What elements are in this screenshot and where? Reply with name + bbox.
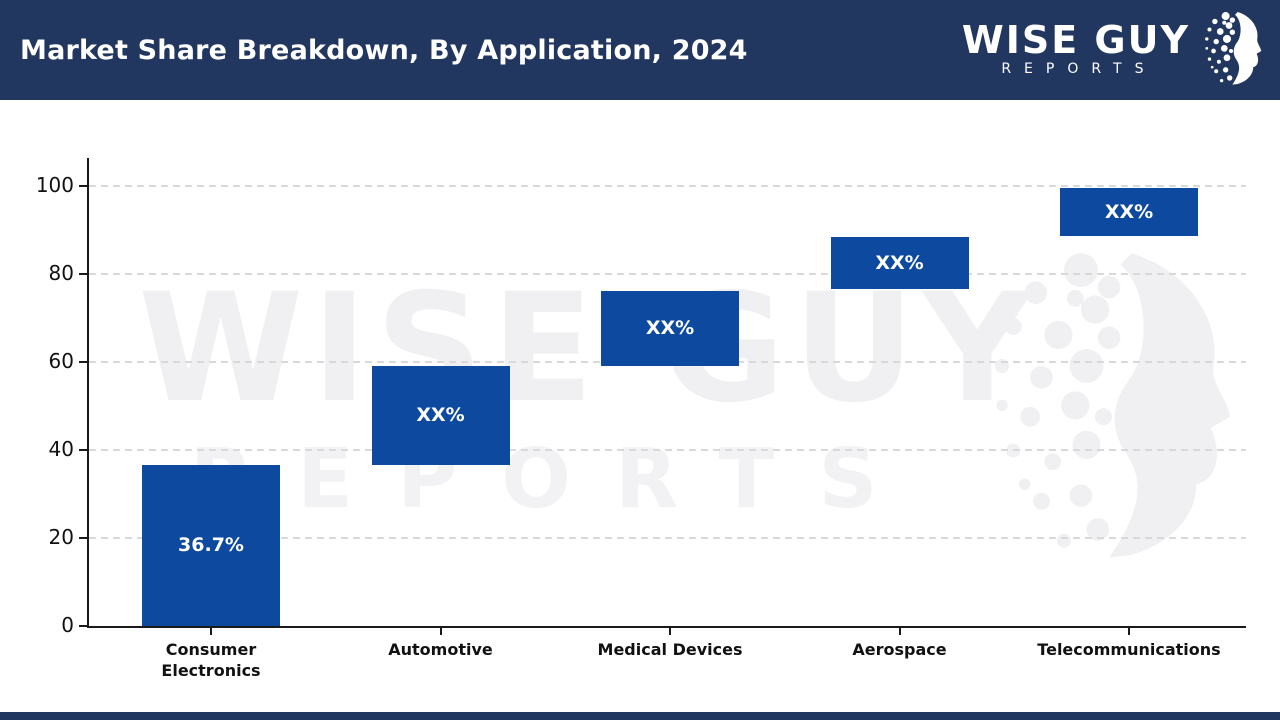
gridline-100 xyxy=(89,185,1246,187)
gridline-40 xyxy=(89,449,1246,451)
y-tick-label-20: 20 xyxy=(48,525,74,549)
x-tick-label-medical-devices: Medical Devices xyxy=(597,640,743,659)
y-tick-label-60: 60 xyxy=(48,349,74,373)
y-tick-60 xyxy=(79,361,87,363)
bar-medical-devices: XX% xyxy=(601,291,739,366)
y-tick-label-100: 100 xyxy=(35,173,74,197)
watermark-wordmark: WISE GUY xyxy=(138,262,1040,436)
bar-value-label-aerospace: XX% xyxy=(875,251,924,274)
logo-subtext: REPORTS xyxy=(1001,61,1157,77)
bar-value-label-telecommunications: XX% xyxy=(1104,201,1154,224)
logo-head-icon xyxy=(1192,8,1266,88)
y-tick-label-40: 40 xyxy=(48,437,74,461)
bar-telecommunications: XX% xyxy=(1060,188,1198,237)
logo-text: WISE GUY REPORTS xyxy=(962,19,1190,77)
x-tick-telecommunications xyxy=(1128,628,1130,635)
y-tick-label-80: 80 xyxy=(48,261,74,285)
x-tick-aerospace xyxy=(898,628,901,635)
y-tick-0 xyxy=(79,625,87,627)
y-tick-80 xyxy=(79,273,87,275)
bar-automotive: XX% xyxy=(371,365,510,465)
gridline-80 xyxy=(89,273,1246,275)
x-tick-label-consumer-electronics: Consumer Electronics xyxy=(161,640,261,680)
y-tick-20 xyxy=(79,537,87,539)
chart-title: Market Share Breakdown, By Application, … xyxy=(20,34,748,66)
header-bar: Market Share Breakdown, By Application, … xyxy=(0,0,1280,100)
x-axis-line xyxy=(87,626,1246,628)
logo-wordmark: WISE GUY xyxy=(961,18,1190,62)
x-tick-consumer-electronics xyxy=(210,628,212,635)
y-tick-label-0: 0 xyxy=(61,613,74,637)
bar-value-label-consumer-electronics: 36.7% xyxy=(178,534,244,557)
wiseguy-logo: WISE GUY REPORTS xyxy=(962,8,1266,88)
y-tick-100 xyxy=(79,185,87,187)
x-tick-label-telecommunications: Telecommunications xyxy=(1037,640,1221,659)
footer-bar xyxy=(0,712,1280,720)
x-tick-medical-devices xyxy=(669,628,671,635)
y-tick-40 xyxy=(79,449,87,451)
bar-consumer-electronics: 36.7% xyxy=(142,464,280,626)
bar-aerospace: XX% xyxy=(830,237,969,289)
watermark-subtext: REPORTS xyxy=(190,432,922,527)
bar-value-label-medical-devices: XX% xyxy=(645,317,695,340)
x-tick-automotive xyxy=(439,628,442,635)
watermark-head-icon xyxy=(940,228,1250,580)
bar-value-label-automotive: XX% xyxy=(416,404,465,427)
x-tick-label-automotive: Automotive xyxy=(388,640,493,659)
y-axis-line xyxy=(87,158,89,628)
gridline-20 xyxy=(89,537,1246,539)
x-tick-label-aerospace: Aerospace xyxy=(852,640,947,659)
